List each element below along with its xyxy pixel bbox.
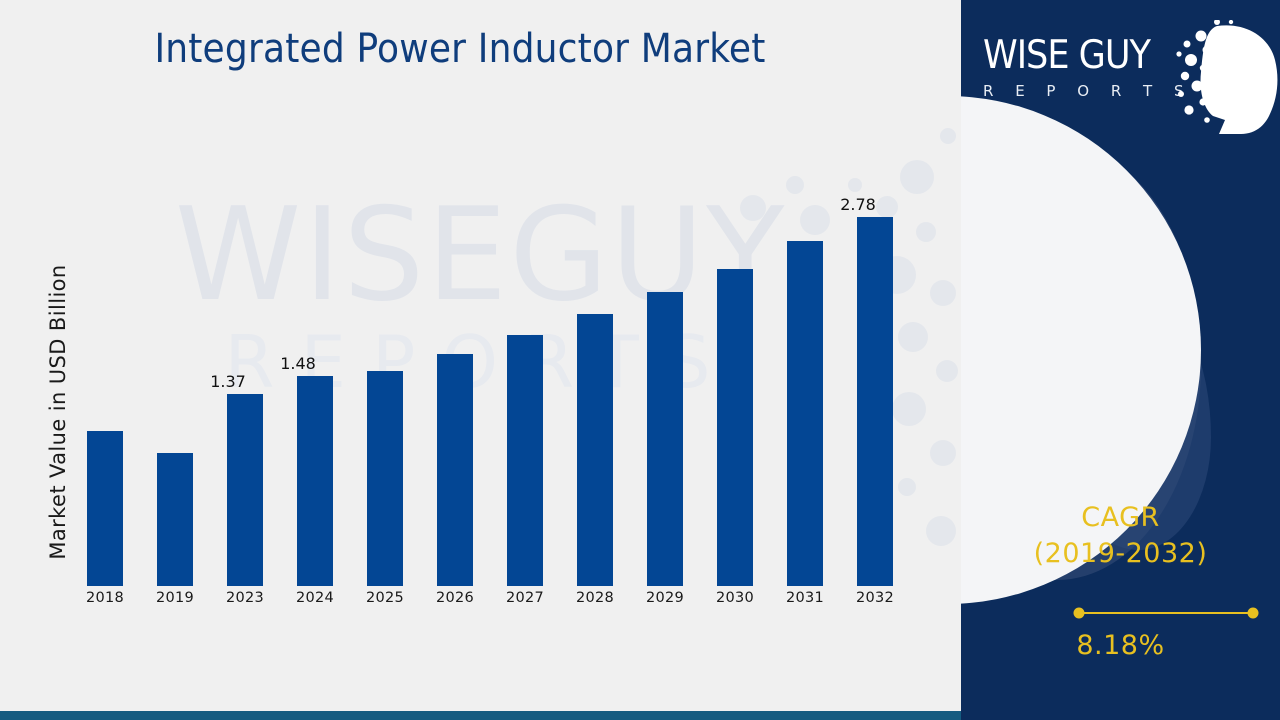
decorative-blob <box>800 205 830 235</box>
x-axis-tick-2029: 2029 <box>645 590 685 606</box>
logo: WISE GUY R E P O R T S <box>983 20 1278 135</box>
dotted-head-profile-icon <box>1176 20 1278 135</box>
bar-slot <box>420 140 490 586</box>
decorative-blob <box>898 478 916 496</box>
bar-slot <box>630 140 700 586</box>
decorative-blob <box>740 195 766 221</box>
decorative-blob <box>892 392 926 426</box>
decorative-blob <box>876 196 898 218</box>
x-axis-tick-2031: 2031 <box>785 590 825 606</box>
x-axis-tick-2019: 2019 <box>155 590 195 606</box>
bar-slot: 2.78 <box>840 140 910 586</box>
chart-bar[interactable] <box>717 269 753 586</box>
page-title: Integrated Power Inductor Market <box>154 26 766 72</box>
decorative-blob <box>786 176 804 194</box>
x-axis-tick-2028: 2028 <box>575 590 615 606</box>
bar-slot <box>140 140 210 586</box>
x-axis-tick-2030: 2030 <box>715 590 755 606</box>
bar-slot <box>700 140 770 586</box>
cagr-range: (2019-2032) <box>1033 538 1208 570</box>
chart-bar[interactable] <box>87 431 123 586</box>
decorative-blob <box>930 280 956 306</box>
decorative-blob <box>936 360 958 382</box>
cagr-title: CAGR <box>1081 502 1160 533</box>
bar-slot: 1.37 <box>210 140 280 586</box>
chart-bar[interactable] <box>227 394 263 586</box>
chart-bar[interactable] <box>157 453 193 586</box>
chart-bar[interactable] <box>507 335 543 586</box>
side-panel: WISE GUY R E P O R T S CAGR (2019-2032) <box>961 0 1280 720</box>
x-axis-tick-2026: 2026 <box>435 590 475 606</box>
decorative-blob <box>916 222 936 242</box>
bar-slot <box>350 140 420 586</box>
decorative-blob <box>926 516 956 546</box>
chart-bar[interactable] <box>647 292 683 586</box>
x-axis-tick-2024: 2024 <box>295 590 335 606</box>
chart-bar[interactable] <box>437 354 473 586</box>
x-axis-tick-2018: 2018 <box>85 590 125 606</box>
chart-panel: WISEGUY REPORTS Integrated Power Inducto… <box>46 26 958 614</box>
cagr-value: 8.18% <box>1076 630 1165 661</box>
logo-subtitle: R E P O R T S <box>983 82 1192 100</box>
x-axis-tick-2032: 2032 <box>855 590 895 606</box>
chart-bar[interactable] <box>577 314 613 586</box>
decorative-blob <box>900 160 934 194</box>
chart-bar[interactable] <box>857 217 893 586</box>
x-axis-tick-2023: 2023 <box>225 590 265 606</box>
x-axis: 2018 2019 2023 2024 2025 2026 2027 2028 2029 2030… <box>70 590 910 614</box>
logo-wordmark: WISE GUY <box>983 33 1151 78</box>
decorative-blob <box>940 128 956 144</box>
chart-bar[interactable] <box>297 376 333 586</box>
decorative-blob <box>848 178 862 192</box>
cagr-block: CAGR (2019-2032) <box>961 500 1280 573</box>
bar-slot: 1.48 <box>280 140 350 586</box>
cagr-divider <box>1073 607 1259 619</box>
bar-value-label: 1.37 <box>210 372 246 391</box>
bar-chart-plot-area: 1.37 1.48 2.78 <box>70 140 910 586</box>
x-axis-tick-2025: 2025 <box>365 590 405 606</box>
y-axis-label: Market Value in USD Billion <box>46 264 70 560</box>
decorative-blob <box>930 440 956 466</box>
bar-value-label: 2.78 <box>840 195 876 214</box>
bar-slot <box>70 140 140 586</box>
bar-slot <box>490 140 560 586</box>
chart-bar[interactable] <box>787 241 823 586</box>
decorative-blob <box>898 322 928 352</box>
bottom-accent-strip <box>0 711 961 720</box>
chart-bar[interactable] <box>367 371 403 586</box>
bar-slot <box>560 140 630 586</box>
x-axis-tick-2027: 2027 <box>505 590 545 606</box>
bar-slot <box>770 140 840 586</box>
bar-value-label: 1.48 <box>280 354 316 373</box>
